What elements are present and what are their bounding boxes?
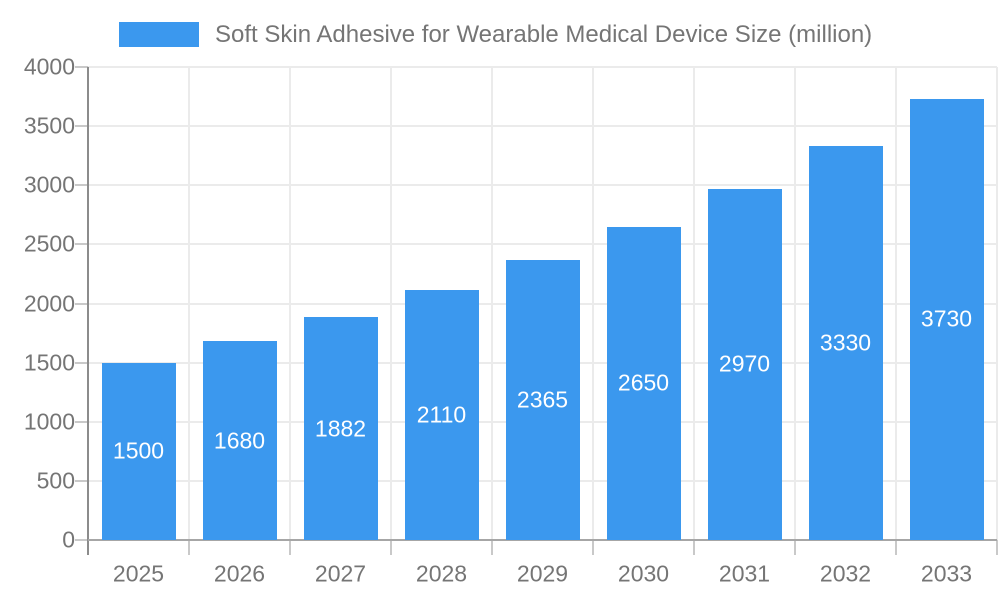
- y-axis-tick: [75, 302, 88, 305]
- y-tick-label: 0: [62, 526, 75, 553]
- y-axis-tick: [75, 420, 88, 423]
- y-tick-label: 3500: [23, 112, 75, 139]
- bar-value-label: 1680: [213, 427, 266, 454]
- chart-legend: Soft Skin Adhesive for Wearable Medical …: [119, 20, 873, 48]
- h-gridline: [88, 125, 997, 128]
- h-gridline: [88, 184, 997, 187]
- legend-swatch: [119, 22, 199, 47]
- y-axis-tick: [75, 361, 88, 364]
- y-axis-tick: [75, 184, 88, 187]
- y-axis-line: [87, 67, 89, 555]
- y-tick-label: 2500: [23, 230, 75, 257]
- v-gridline: [996, 67, 998, 540]
- y-tick-label: 4000: [23, 53, 75, 80]
- y-axis-tick: [75, 66, 88, 68]
- x-axis-tick: [491, 540, 493, 555]
- v-gridline: [895, 67, 897, 540]
- v-gridline: [188, 67, 190, 540]
- x-axis-tick: [289, 540, 291, 555]
- bar-value-label: 3330: [819, 329, 872, 356]
- x-tick-label: 2030: [617, 560, 670, 587]
- x-axis-tick: [390, 540, 392, 555]
- x-axis-tick: [895, 540, 897, 555]
- bar-value-label: 1882: [314, 415, 367, 442]
- x-axis-tick: [996, 540, 998, 555]
- bar-value-label: 3730: [920, 305, 973, 332]
- y-tick-label: 1500: [23, 349, 75, 376]
- x-axis-line: [88, 539, 997, 541]
- bar-2032: [808, 146, 883, 540]
- y-axis-tick: [75, 479, 88, 482]
- y-tick-label: 500: [36, 467, 75, 494]
- bar-value-label: 2970: [718, 350, 771, 377]
- x-tick-label: 2033: [920, 560, 973, 587]
- x-tick-label: 2029: [516, 560, 569, 587]
- bar-2027: [303, 317, 378, 540]
- h-gridline: [88, 66, 997, 68]
- bar-2033: [909, 98, 984, 540]
- y-tick-label: 1000: [23, 408, 75, 435]
- bar-2025: [101, 362, 176, 540]
- y-axis-tick: [75, 243, 88, 246]
- x-tick-label: 2026: [213, 560, 266, 587]
- bar-2030: [606, 226, 681, 540]
- h-gridline: [88, 243, 997, 246]
- bar-value-label: 2650: [617, 369, 670, 396]
- x-tick-label: 2032: [819, 560, 872, 587]
- bar-value-label: 1500: [112, 437, 165, 464]
- y-axis-tick: [75, 125, 88, 128]
- x-tick-label: 2028: [415, 560, 468, 587]
- y-tick-label: 2000: [23, 290, 75, 316]
- v-gridline: [491, 67, 493, 540]
- x-axis-tick: [592, 540, 594, 555]
- v-gridline: [592, 67, 594, 540]
- x-axis-tick: [693, 540, 695, 555]
- v-gridline: [693, 67, 695, 540]
- x-tick-label: 2025: [112, 560, 165, 587]
- y-axis-tick: [75, 539, 88, 541]
- bar-2029: [505, 260, 580, 540]
- bar-2026: [202, 341, 277, 540]
- bar-2031: [707, 188, 782, 540]
- legend-label: Soft Skin Adhesive for Wearable Medical …: [215, 20, 873, 48]
- bar-value-label: 2110: [416, 401, 467, 428]
- x-axis-tick: [188, 540, 190, 555]
- v-gridline: [390, 67, 392, 540]
- y-tick-label: 3000: [23, 171, 75, 198]
- v-gridline: [289, 67, 291, 540]
- x-axis-tick: [794, 540, 796, 555]
- x-tick-label: 2027: [314, 560, 367, 587]
- bar-value-label: 2365: [516, 386, 569, 413]
- v-gridline: [794, 67, 796, 540]
- bar-2028: [404, 290, 479, 540]
- x-tick-label: 2031: [718, 560, 771, 587]
